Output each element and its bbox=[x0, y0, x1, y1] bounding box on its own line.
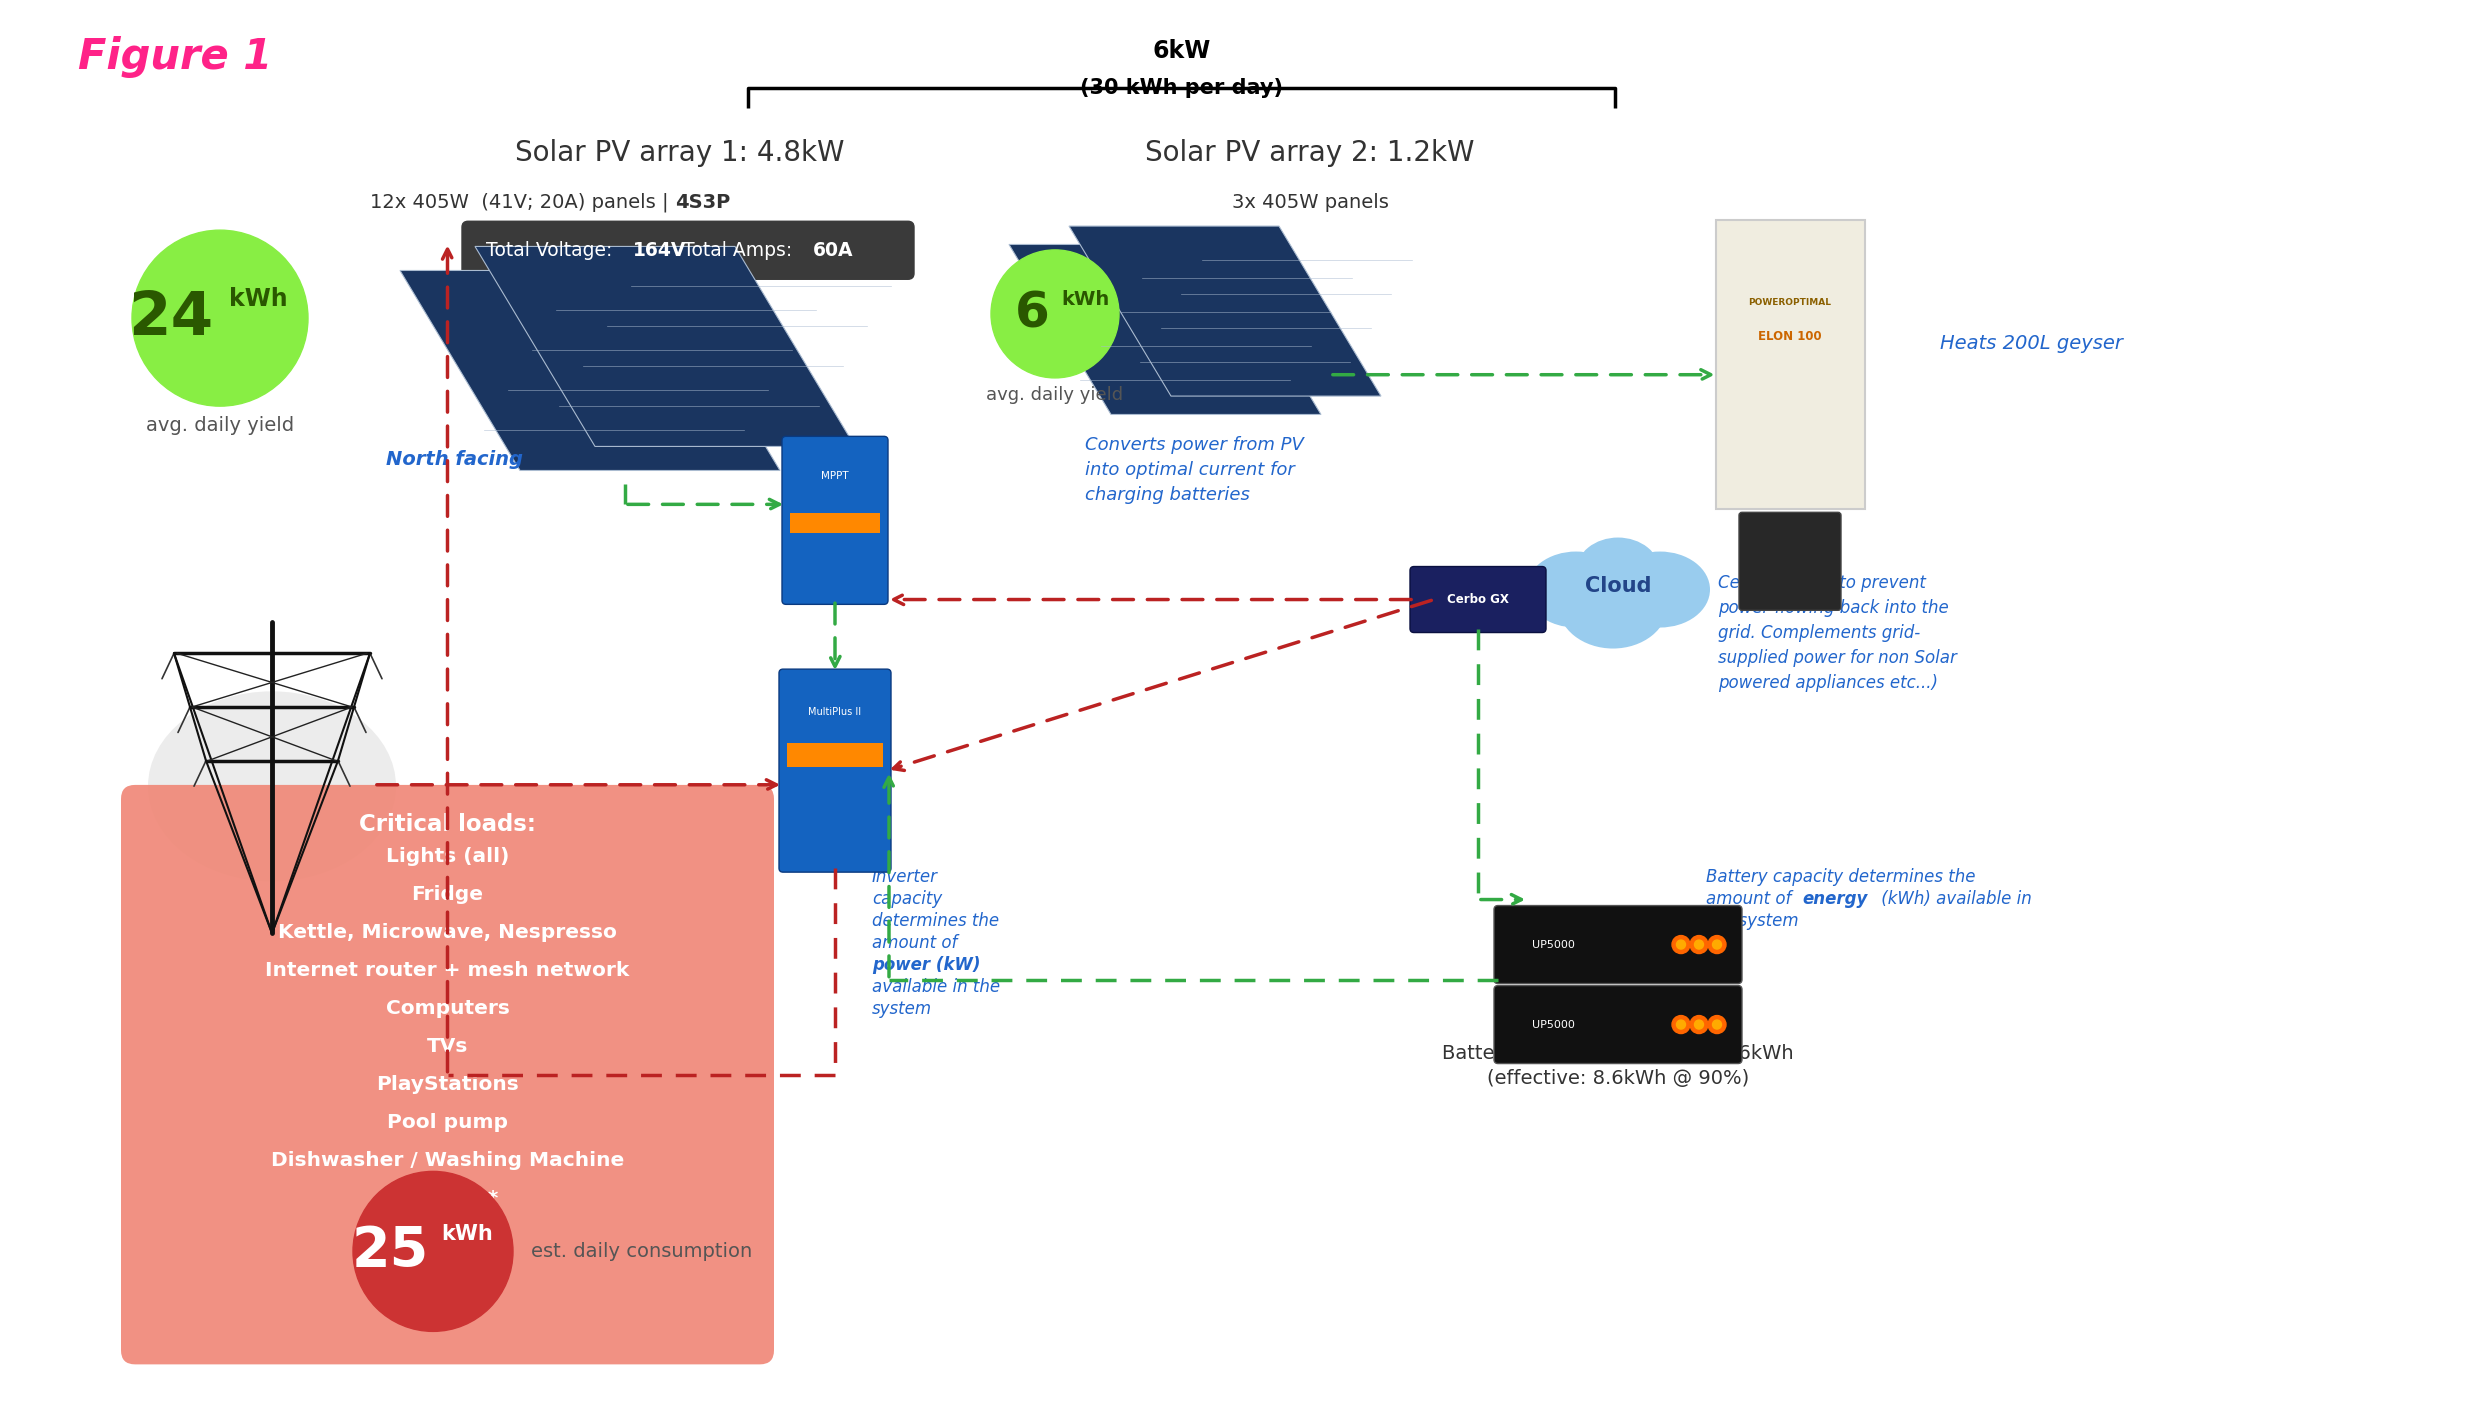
Text: Critical loads:: Critical loads: bbox=[358, 813, 536, 836]
Text: Solar PV array 1: 4.8kW: Solar PV array 1: 4.8kW bbox=[516, 139, 844, 167]
Text: UP5000: UP5000 bbox=[1533, 1019, 1575, 1029]
Ellipse shape bbox=[1577, 537, 1661, 605]
Text: 60A: 60A bbox=[812, 240, 854, 260]
Text: Battery capacity determines the: Battery capacity determines the bbox=[1705, 868, 1974, 887]
Text: Computers: Computers bbox=[385, 1000, 508, 1018]
Text: Figure 1: Figure 1 bbox=[79, 35, 271, 78]
Circle shape bbox=[353, 1171, 513, 1332]
Circle shape bbox=[1696, 1019, 1703, 1029]
Text: MultiPlus II: MultiPlus II bbox=[810, 707, 861, 717]
Text: 24: 24 bbox=[128, 288, 212, 348]
Text: 4S3P: 4S3P bbox=[676, 192, 731, 212]
Text: Converts power from PV
into optimal current for
charging batteries: Converts power from PV into optimal curr… bbox=[1086, 436, 1303, 503]
Text: Cerbo GX: Cerbo GX bbox=[1446, 592, 1508, 607]
Text: 6kW: 6kW bbox=[1153, 40, 1212, 62]
Text: North facing: North facing bbox=[387, 450, 523, 469]
FancyBboxPatch shape bbox=[462, 221, 913, 280]
Circle shape bbox=[1676, 940, 1686, 949]
Text: Battery bank: 4.8kWh x 2 ≈ 9.6kWh
(effective: 8.6kWh @ 90%): Battery bank: 4.8kWh x 2 ≈ 9.6kWh (effec… bbox=[1441, 1044, 1794, 1087]
Text: (30 kWh per day): (30 kWh per day) bbox=[1081, 78, 1283, 98]
Text: TVs: TVs bbox=[427, 1036, 469, 1056]
Ellipse shape bbox=[1525, 551, 1626, 628]
Circle shape bbox=[1708, 1015, 1725, 1034]
FancyBboxPatch shape bbox=[1740, 512, 1841, 611]
Circle shape bbox=[1691, 936, 1708, 953]
Text: PlayStations: PlayStations bbox=[375, 1075, 518, 1094]
Text: Total Amps:: Total Amps: bbox=[684, 240, 792, 260]
Bar bbox=[787, 742, 884, 766]
Text: capacity: capacity bbox=[871, 891, 943, 908]
Text: Total Voltage:: Total Voltage: bbox=[486, 240, 612, 260]
Text: avg. daily yield: avg. daily yield bbox=[987, 386, 1123, 404]
Circle shape bbox=[1671, 936, 1691, 953]
Text: Fridge: Fridge bbox=[412, 885, 484, 904]
Text: Inverter: Inverter bbox=[871, 868, 938, 887]
FancyBboxPatch shape bbox=[1493, 905, 1742, 984]
Text: Solar PV array 2: 1.2kW: Solar PV array 2: 1.2kW bbox=[1145, 139, 1476, 167]
Polygon shape bbox=[400, 270, 780, 471]
Text: the system: the system bbox=[1705, 912, 1799, 930]
Text: ELON 100: ELON 100 bbox=[1757, 329, 1821, 342]
Ellipse shape bbox=[1557, 560, 1668, 649]
Text: amount of: amount of bbox=[1705, 891, 1797, 908]
Text: 3x 405W panels: 3x 405W panels bbox=[1232, 192, 1389, 212]
Ellipse shape bbox=[1609, 551, 1710, 628]
Circle shape bbox=[1713, 940, 1723, 949]
Text: kWh: kWh bbox=[1061, 290, 1111, 310]
Circle shape bbox=[1691, 1015, 1708, 1034]
Text: UP5000: UP5000 bbox=[1533, 939, 1575, 950]
Text: system: system bbox=[871, 1000, 933, 1018]
Text: Internet router + mesh network: Internet router + mesh network bbox=[267, 962, 629, 980]
Text: 6: 6 bbox=[1014, 290, 1049, 338]
Text: power (kW): power (kW) bbox=[871, 956, 980, 974]
FancyBboxPatch shape bbox=[1409, 567, 1545, 632]
Text: kWh: kWh bbox=[230, 287, 286, 311]
Text: kWh: kWh bbox=[442, 1223, 494, 1244]
Text: Pool pump: Pool pump bbox=[387, 1113, 508, 1133]
Text: energy: energy bbox=[1802, 891, 1868, 908]
Text: Dishwasher / Washing Machine: Dishwasher / Washing Machine bbox=[271, 1151, 624, 1169]
Polygon shape bbox=[1009, 245, 1320, 414]
Circle shape bbox=[1713, 1019, 1723, 1029]
FancyBboxPatch shape bbox=[1715, 221, 1863, 509]
Text: Kettle, Microwave, Nespresso: Kettle, Microwave, Nespresso bbox=[279, 923, 617, 942]
Text: (kWh) available in: (kWh) available in bbox=[1876, 891, 2031, 908]
FancyBboxPatch shape bbox=[121, 785, 775, 1365]
Text: 25: 25 bbox=[353, 1225, 429, 1278]
Circle shape bbox=[1676, 1019, 1686, 1029]
Circle shape bbox=[1696, 940, 1703, 949]
FancyBboxPatch shape bbox=[1493, 986, 1742, 1063]
Circle shape bbox=[131, 230, 308, 406]
FancyBboxPatch shape bbox=[780, 669, 891, 872]
FancyBboxPatch shape bbox=[782, 437, 888, 604]
Text: Air cons*: Air cons* bbox=[397, 1189, 499, 1208]
Text: POWEROPTIMAL: POWEROPTIMAL bbox=[1747, 297, 1831, 307]
Text: Lights (all): Lights (all) bbox=[385, 847, 508, 865]
Circle shape bbox=[992, 250, 1118, 378]
Text: Cerbo GX (set to prevent
power flowing back into the
grid. Complements grid-
sup: Cerbo GX (set to prevent power flowing b… bbox=[1718, 574, 1957, 691]
Text: amount of: amount of bbox=[871, 935, 958, 952]
Bar bbox=[790, 513, 881, 533]
Circle shape bbox=[1708, 936, 1725, 953]
Polygon shape bbox=[474, 246, 854, 447]
Text: Cloud: Cloud bbox=[1584, 575, 1651, 595]
Polygon shape bbox=[1069, 226, 1382, 396]
Circle shape bbox=[1671, 1015, 1691, 1034]
Text: est. daily consumption: est. daily consumption bbox=[531, 1241, 753, 1261]
Ellipse shape bbox=[148, 691, 395, 881]
Text: 164V: 164V bbox=[632, 240, 686, 260]
Text: available in the: available in the bbox=[871, 978, 1000, 997]
Text: 12x 405W  (41V; 20A) panels |: 12x 405W (41V; 20A) panels | bbox=[370, 192, 676, 212]
Text: determines the: determines the bbox=[871, 912, 1000, 930]
Text: MPPT: MPPT bbox=[822, 471, 849, 481]
Text: avg. daily yield: avg. daily yield bbox=[146, 416, 294, 436]
Text: Heats 200L geyser: Heats 200L geyser bbox=[1940, 334, 2122, 354]
